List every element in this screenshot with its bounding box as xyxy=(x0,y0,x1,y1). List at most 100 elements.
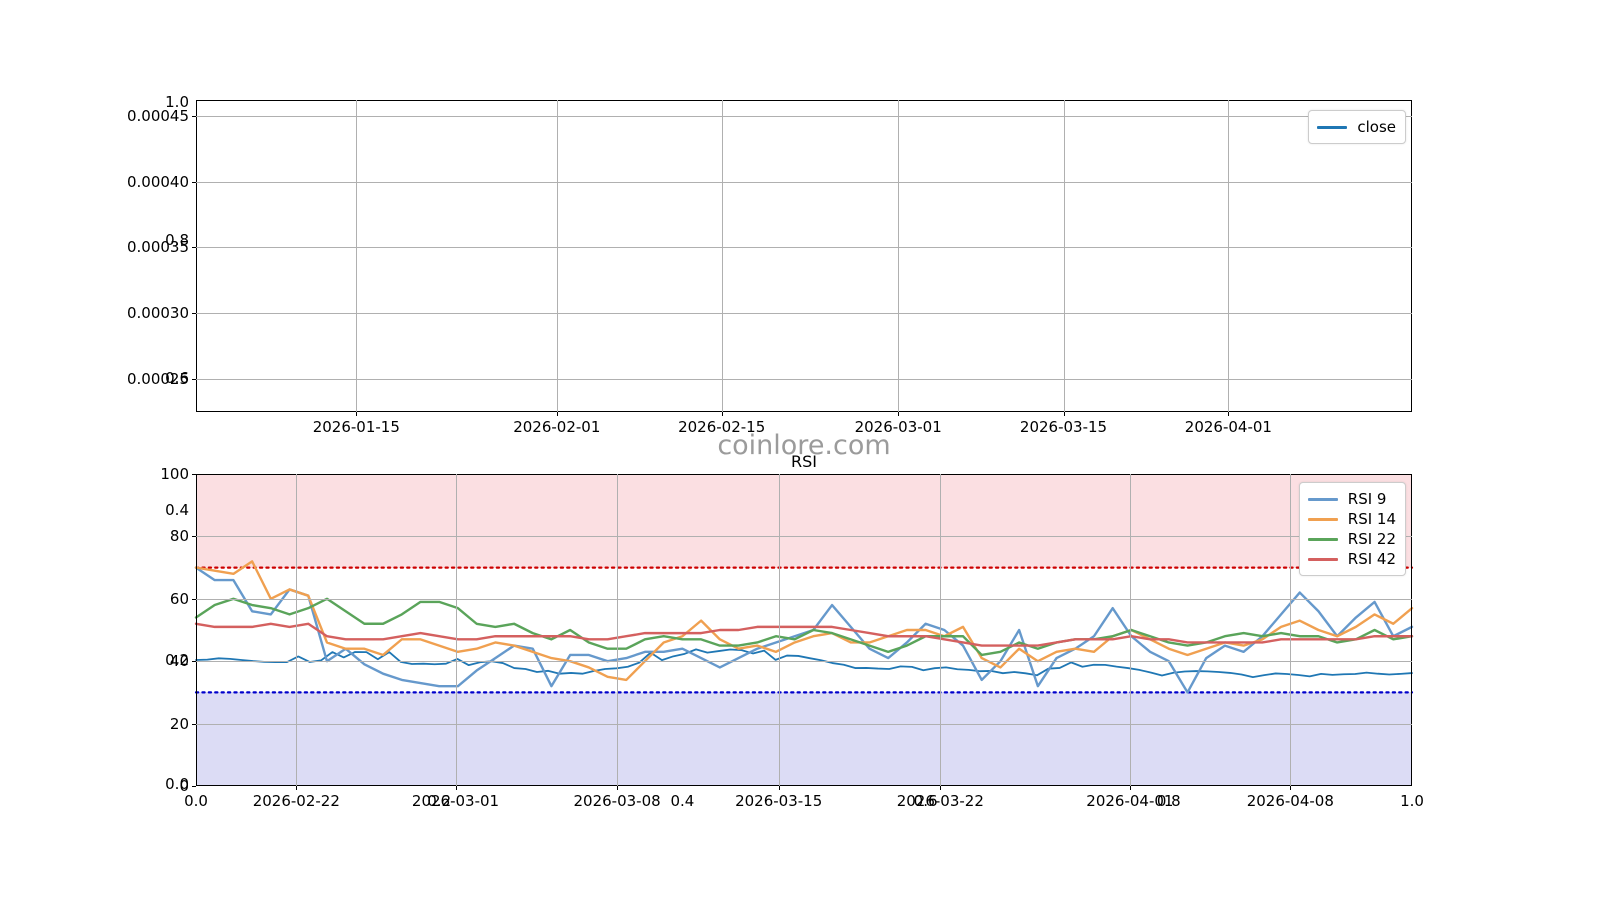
price-y-tick-label-ghost: 0.6 xyxy=(165,369,189,387)
legend-label: close xyxy=(1357,117,1396,136)
price-y-tick-label: 0.00030 xyxy=(126,304,189,323)
y-tick-mark xyxy=(192,536,196,538)
legend-swatch-icon xyxy=(1307,557,1338,561)
legend-label: RSI 22 xyxy=(1347,529,1396,548)
gridline-vertical xyxy=(1129,474,1131,786)
gridline-vertical xyxy=(778,474,780,786)
price-legend-entry[interactable]: close xyxy=(1317,117,1396,137)
rsi-y-tick-label-ghost: 0.4 xyxy=(165,501,189,519)
rsi-y-tick-label-ghost: 0.2 xyxy=(165,651,189,669)
price-x-tick-label: 2026-04-01 xyxy=(1184,418,1272,436)
gridline-vertical xyxy=(1290,474,1292,786)
x-tick-mark xyxy=(296,786,298,790)
price-x-tick-label: 2026-02-01 xyxy=(513,418,601,436)
y-tick-mark xyxy=(192,598,196,600)
x-tick-mark xyxy=(898,412,900,416)
gridline-vertical xyxy=(940,474,942,786)
y-tick-mark xyxy=(192,115,196,117)
price-x-tick-label: 2026-02-15 xyxy=(678,418,766,436)
price-y-tick-label: 0.00035 xyxy=(126,238,189,257)
gridline-vertical xyxy=(556,100,558,412)
rsi-y-tick-label: 40 xyxy=(169,652,189,671)
y-tick-mark xyxy=(192,474,196,475)
x-tick-mark xyxy=(778,786,780,790)
rsi-x-tick-label-ghost: 0.0 xyxy=(184,792,208,810)
coinlore-watermark: coinlore.com xyxy=(717,430,891,461)
legend-label: RSI 14 xyxy=(1347,509,1396,528)
overbought-band xyxy=(196,474,1412,568)
rsi-x-tick-label: 2026-02-22 xyxy=(252,792,340,810)
x-tick-mark xyxy=(617,786,619,790)
close-price-line xyxy=(195,648,1413,679)
x-tick-mark xyxy=(940,786,942,790)
rsi-y-tick-label-ghost: 0.0 xyxy=(165,775,189,793)
gridline-horizontal xyxy=(196,536,1412,538)
x-tick-mark xyxy=(1228,412,1230,416)
y-tick-mark xyxy=(192,661,196,663)
y-tick-mark xyxy=(192,379,196,381)
gridline-vertical xyxy=(296,474,298,786)
rsi-x-tick-label-ghost: 0.4 xyxy=(670,792,695,810)
legend-label: RSI 42 xyxy=(1347,549,1396,568)
rsi-x-tick-label: 2026-03-15 xyxy=(735,792,823,810)
rsi-x-tick-label: 2026-03-22 xyxy=(896,792,984,810)
rsi-x-tick-label-ghost: 0.2 xyxy=(427,792,452,810)
price-chart-legend[interactable]: close xyxy=(1308,110,1406,144)
gridline-vertical xyxy=(898,100,900,412)
rsi-x-tick-label: 2026-03-08 xyxy=(573,792,661,810)
rsi-x-tick-label: 2026-04-08 xyxy=(1246,792,1334,810)
gridline-vertical xyxy=(617,474,619,786)
legend-label: RSI 9 xyxy=(1347,489,1387,508)
rsi-y-tick-label: 60 xyxy=(169,589,189,608)
price-y-tick-label-ghost: 1.0 xyxy=(165,93,189,111)
rsi-x-tick-label: 2026-04-01 xyxy=(1086,792,1174,810)
rsi-legend-entry[interactable]: RSI 9 xyxy=(1307,489,1396,509)
gridline-horizontal xyxy=(196,181,1412,183)
x-tick-mark xyxy=(455,786,457,790)
price-line-plot xyxy=(195,648,1413,679)
price-y-tick-label-ghost: 0.8 xyxy=(165,231,189,249)
price-y-tick-label: 0.00045 xyxy=(126,106,189,125)
rsi-panel-title: RSI xyxy=(791,452,817,471)
rsi-y-tick-label: 100 xyxy=(160,465,189,483)
rsi-y-tick-label: 20 xyxy=(169,714,189,733)
rsi-x-tick-label: 2026-03-01 xyxy=(411,792,500,810)
gridline-vertical xyxy=(1228,100,1230,412)
gridline-vertical xyxy=(356,100,358,412)
rsi-line-rsi-42 xyxy=(194,622,1414,647)
legend-swatch-icon xyxy=(1307,517,1338,521)
gridline-horizontal xyxy=(196,661,1412,663)
y-tick-mark xyxy=(192,786,196,787)
rsi-legend-entry[interactable]: RSI 22 xyxy=(1307,529,1396,549)
rsi-line-plot xyxy=(194,560,1414,694)
price-chart-axes: 0.00045 0.00040 0.00035 0.00030 0.00025 1.0 0.… xyxy=(127,93,1413,679)
x-tick-mark xyxy=(356,412,358,416)
y-tick-mark xyxy=(192,247,196,249)
x-tick-mark xyxy=(556,412,558,416)
legend-swatch-icon xyxy=(1307,497,1338,501)
gridline-horizontal xyxy=(196,379,1412,381)
rsi-legend-entry[interactable]: RSI 14 xyxy=(1307,509,1396,529)
rsi-x-tick-label-ghost: 0.8 xyxy=(1156,792,1181,810)
rsi-chart-legend[interactable]: RSI 9 RSI 14 RSI 22 RSI 42 xyxy=(1298,482,1406,576)
gridline-vertical xyxy=(1063,100,1065,412)
gridline-horizontal xyxy=(196,313,1412,315)
y-tick-mark xyxy=(192,181,196,183)
y-tick-mark xyxy=(192,313,196,315)
x-tick-mark xyxy=(1063,412,1065,416)
x-tick-mark xyxy=(1290,786,1292,790)
gridline-horizontal xyxy=(196,723,1412,725)
price-x-tick-label: 2026-03-01 xyxy=(854,418,942,436)
price-x-tick-label: 2026-03-15 xyxy=(1019,418,1108,436)
x-tick-mark xyxy=(1129,786,1131,790)
rsi-line-rsi-14 xyxy=(194,560,1414,682)
price-x-tick-label: 2026-01-15 xyxy=(312,418,400,436)
gridline-horizontal xyxy=(196,115,1412,117)
gridline-vertical xyxy=(455,474,457,786)
price-y-tick-label: 0.00040 xyxy=(126,172,189,191)
gridline-horizontal xyxy=(196,598,1412,600)
rsi-legend-entry[interactable]: RSI 42 xyxy=(1307,549,1396,569)
rsi-y-tick-label: 80 xyxy=(169,527,189,546)
rsi-chart-axes: 100 80 60 40 20 0 0.4 0.2 0.0 2026-02-22 2026-03-0… xyxy=(160,465,1424,810)
